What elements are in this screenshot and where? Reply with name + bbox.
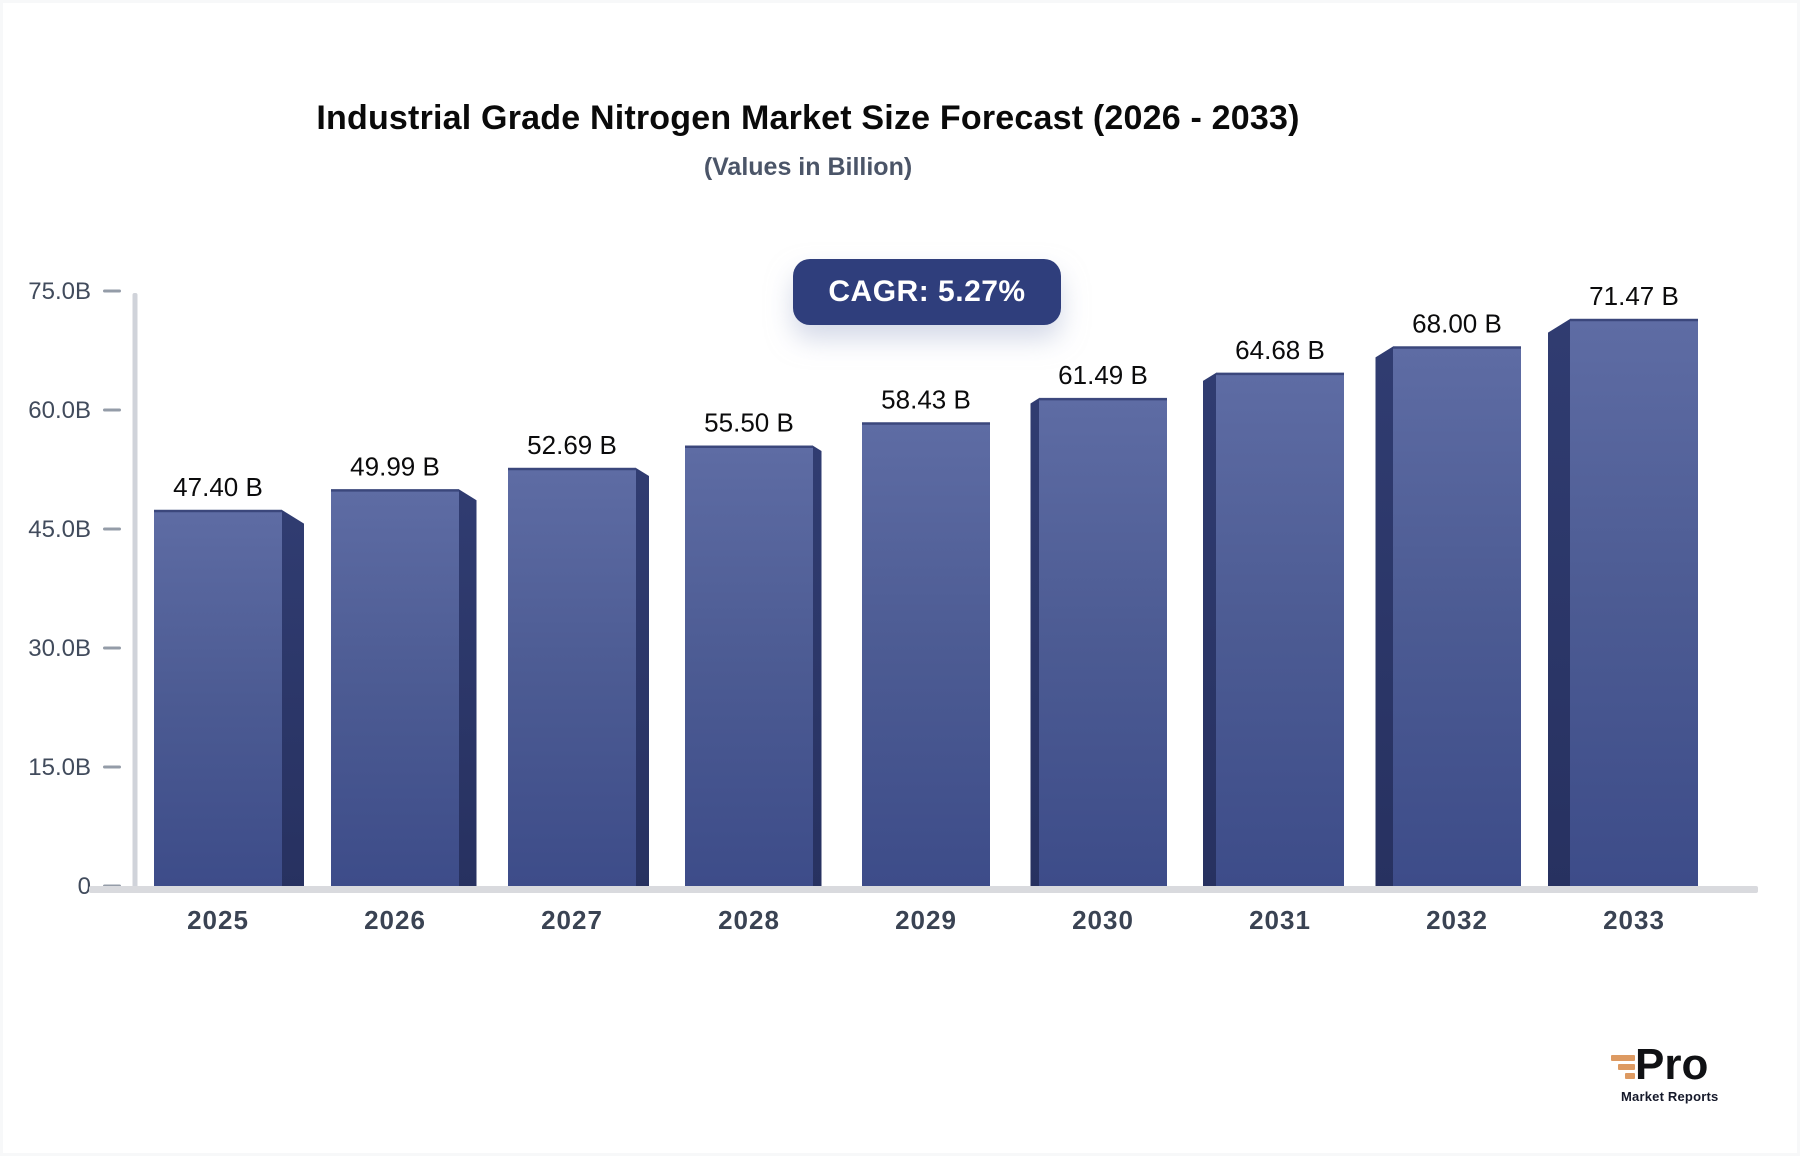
bar-front-face xyxy=(508,467,636,886)
bar-side-face xyxy=(459,489,477,892)
x-axis-label: 2031 xyxy=(1249,905,1311,935)
bar-2030 xyxy=(1030,397,1167,892)
y-axis-line xyxy=(132,293,138,889)
bar-value-label: 68.00 B xyxy=(1412,309,1502,339)
x-axis-label: 2032 xyxy=(1426,905,1488,935)
bar-side-face xyxy=(813,445,822,892)
bar-side-face xyxy=(1030,398,1039,892)
bar-side-face xyxy=(1375,346,1393,892)
logo-text: Pro xyxy=(1635,1040,1709,1089)
bar-front-face xyxy=(154,509,282,886)
chart-subtitle: (Values in Billion) xyxy=(703,153,913,181)
cagr-badge-label: CAGR: 5.27% xyxy=(828,275,1026,308)
bar-value-label: 47.40 B xyxy=(173,472,263,502)
y-tick-label: 15.0B xyxy=(28,754,91,781)
y-tick-label: 30.0B xyxy=(28,635,91,662)
bar-2028 xyxy=(685,445,822,892)
bar-2025 xyxy=(154,509,304,892)
bar-front-face xyxy=(1393,346,1521,886)
y-tick-label: 0 xyxy=(78,873,91,900)
bar-2029 xyxy=(862,422,990,886)
logo-subtext: Market Reports xyxy=(1621,1089,1719,1104)
bar-front-face xyxy=(1570,319,1698,887)
x-axis-baseline xyxy=(89,886,1758,893)
x-axis-label: 2026 xyxy=(364,905,426,935)
bar-value-label: 55.50 B xyxy=(704,408,794,438)
bar-2032 xyxy=(1375,346,1521,892)
x-axis-label: 2027 xyxy=(541,905,603,935)
y-tick-label: 75.0B xyxy=(28,278,91,305)
bar-front-face xyxy=(331,489,459,886)
bar-front-face xyxy=(1216,372,1344,886)
bar-value-label: 71.47 B xyxy=(1589,281,1679,311)
y-tick-mark xyxy=(103,408,121,412)
logo-speed-lines-icon xyxy=(1611,1055,1635,1082)
bar-side-face xyxy=(1203,372,1216,892)
bar-2033 xyxy=(1548,318,1698,893)
bar-value-label: 49.99 B xyxy=(350,451,440,481)
y-tick-label: 45.0B xyxy=(28,516,91,543)
x-axis-label: 2028 xyxy=(718,905,780,935)
bar-2027 xyxy=(508,467,649,892)
x-axis-label: 2030 xyxy=(1072,905,1134,935)
bar-front-face xyxy=(862,422,990,886)
y-tick-label: 60.0B xyxy=(28,397,91,424)
y-tick-mark xyxy=(103,765,121,769)
bar-value-label: 58.43 B xyxy=(881,384,971,414)
cagr-badge: CAGR: 5.27% xyxy=(793,259,1061,325)
pro-market-reports-logo: Pro Market Reports xyxy=(1611,1043,1781,1104)
y-tick-mark xyxy=(103,646,121,650)
bar-value-label: 61.49 B xyxy=(1058,360,1148,390)
bar-side-face xyxy=(636,467,649,892)
x-axis-label: 2025 xyxy=(187,905,249,935)
y-tick-mark xyxy=(103,289,121,293)
bar-front-face xyxy=(1039,398,1167,886)
chart-title: Industrial Grade Nitrogen Market Size Fo… xyxy=(316,99,1300,137)
bar-side-face xyxy=(282,509,304,892)
x-axis-label: 2033 xyxy=(1603,905,1665,935)
bar-chart: 0 15.0B 30.0B 45.0B 60.0B 75.0B 47.40 B 2025 49.… xyxy=(28,278,1758,935)
bar-value-label: 64.68 B xyxy=(1235,335,1325,365)
bar-side-face xyxy=(1548,319,1570,893)
bar-front-face xyxy=(685,445,813,886)
bar-2031 xyxy=(1203,372,1344,892)
bar-2026 xyxy=(331,489,477,892)
x-axis-label: 2029 xyxy=(895,905,957,935)
y-tick-mark xyxy=(103,527,121,531)
bar-value-label: 52.69 B xyxy=(527,430,617,460)
